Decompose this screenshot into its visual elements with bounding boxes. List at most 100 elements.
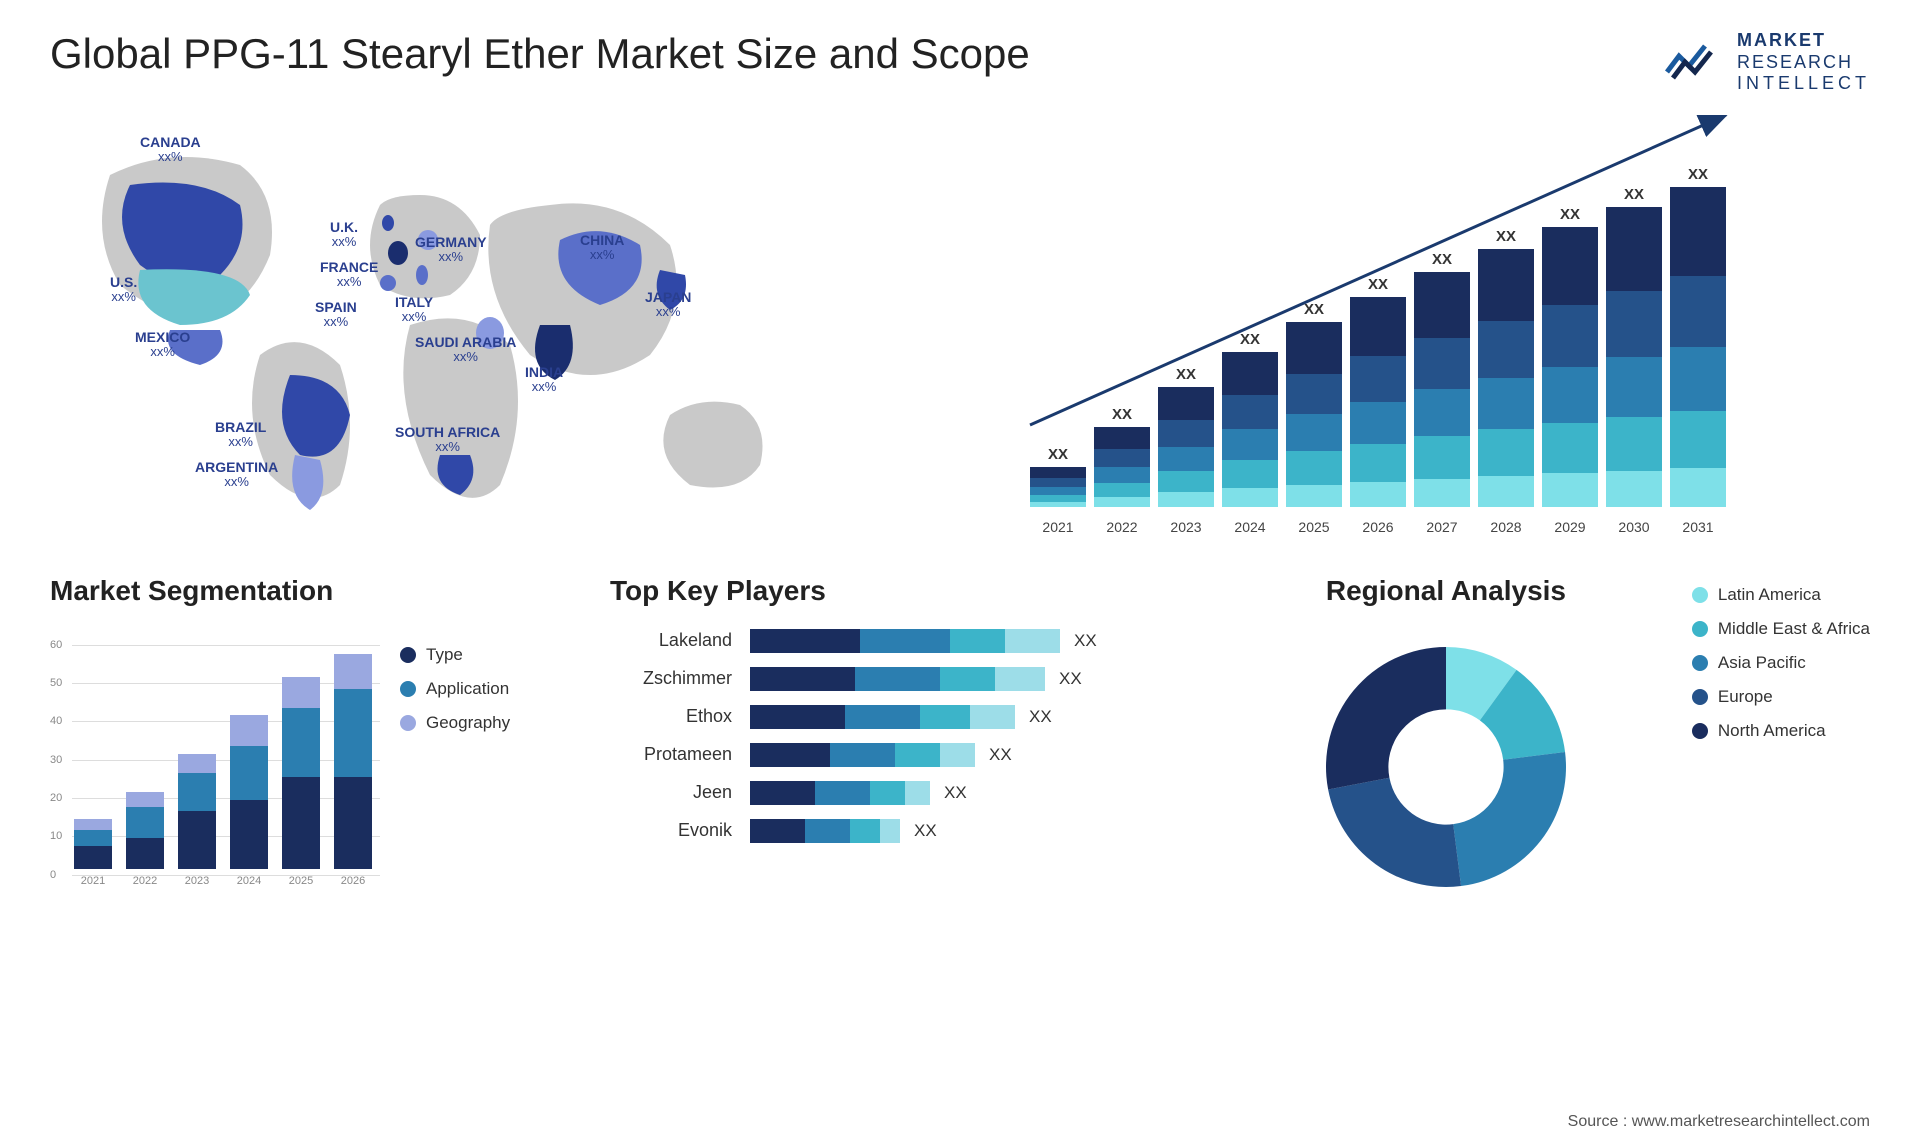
segmentation-title: Market Segmentation (50, 575, 570, 607)
map-label: JAPANxx% (645, 290, 691, 320)
regional-legend-item: Asia Pacific (1692, 653, 1870, 673)
growth-value-label: XX (1670, 166, 1726, 183)
seg-xlabel: 2023 (178, 875, 216, 887)
seg-ytick: 20 (50, 792, 62, 804)
map-label: SOUTH AFRICAxx% (395, 425, 500, 455)
kp-name: Lakeland (610, 630, 750, 651)
kp-bar (750, 705, 1015, 729)
kp-row: EvonikXX (610, 817, 1190, 845)
seg-xlabel: 2021 (74, 875, 112, 887)
seg-bar (334, 654, 372, 869)
segmentation-panel: Market Segmentation 01020304050602021202… (50, 575, 570, 907)
seg-bar (230, 715, 268, 868)
donut-slice (1453, 752, 1566, 886)
map-label: SAUDI ARABIAxx% (415, 335, 516, 365)
map-svg (50, 115, 970, 535)
growth-value-label: XX (1222, 331, 1278, 348)
header: Global PPG-11 Stearyl Ether Market Size … (50, 30, 1870, 95)
growth-year-label: 2021 (1030, 519, 1086, 535)
growth-value-label: XX (1158, 366, 1214, 383)
kp-row: ProtameenXX (610, 741, 1190, 769)
map-label: FRANCExx% (320, 260, 378, 290)
map-label: ARGENTINAxx% (195, 460, 278, 490)
kp-row: Zschimmer XX (610, 665, 1190, 693)
bottom-row: Market Segmentation 01020304050602021202… (50, 575, 1870, 907)
growth-bar (1670, 187, 1726, 507)
kp-value: XX (1074, 631, 1097, 651)
kp-name: Zschimmer (610, 668, 750, 689)
map-label: U.K.xx% (330, 220, 358, 250)
growth-value-label: XX (1606, 186, 1662, 203)
logo-text: MARKET RESEARCH INTELLECT (1737, 30, 1870, 95)
growth-value-label: XX (1542, 206, 1598, 223)
seg-xlabel: 2022 (126, 875, 164, 887)
brand-logo: MARKET RESEARCH INTELLECT (1665, 30, 1870, 95)
regional-donut (1306, 627, 1586, 907)
kp-row: Ethox XX (610, 703, 1190, 731)
kp-value: XX (989, 745, 1012, 765)
seg-xlabel: 2026 (334, 875, 372, 887)
seg-bar (126, 792, 164, 869)
map-label: U.S.xx% (110, 275, 137, 305)
growth-value-label: XX (1094, 406, 1150, 423)
seg-ytick: 10 (50, 830, 62, 842)
segmentation-legend: TypeApplicationGeography (400, 645, 510, 747)
kp-value: XX (1059, 669, 1082, 689)
seg-ytick: 30 (50, 754, 62, 766)
regional-legend-item: Latin America (1692, 585, 1870, 605)
growth-value-label: XX (1478, 228, 1534, 245)
kp-value: XX (1029, 707, 1052, 727)
kp-row: Lakeland XX (610, 627, 1190, 655)
seg-bar (178, 754, 216, 869)
growth-year-label: 2030 (1606, 519, 1662, 535)
top-row: CANADAxx%U.S.xx%MEXICOxx%BRAZILxx%ARGENT… (50, 115, 1870, 535)
source-label: Source : www.marketresearchintellect.com (1568, 1113, 1870, 1131)
growth-value-label: XX (1414, 251, 1470, 268)
regional-legend-item: Middle East & Africa (1692, 619, 1870, 639)
logo-icon (1665, 42, 1725, 82)
seg-ytick: 60 (50, 639, 62, 651)
seg-ytick: 0 (50, 869, 56, 881)
map-label: GERMANYxx% (415, 235, 487, 265)
growth-bar (1030, 467, 1086, 507)
page-title: Global PPG-11 Stearyl Ether Market Size … (50, 30, 1030, 78)
kp-bar (750, 743, 975, 767)
growth-bar (1222, 352, 1278, 507)
kp-name: Jeen (610, 782, 750, 803)
segmentation-chart: 0102030405060202120222023202420252026 (50, 627, 380, 887)
map-label: MEXICOxx% (135, 330, 190, 360)
kp-name: Ethox (610, 706, 750, 727)
growth-chart: 2021XX2022XX2023XX2024XX2025XX2026XX2027… (1010, 115, 1870, 535)
key-players-chart: LakelandXXZschimmerXXEthoxXXProtameenXXJ… (610, 627, 1190, 845)
seg-legend-item: Type (400, 645, 510, 665)
map-label: CANADAxx% (140, 135, 201, 165)
growth-value-label: XX (1286, 301, 1342, 318)
seg-xlabel: 2024 (230, 875, 268, 887)
growth-year-label: 2023 (1158, 519, 1214, 535)
regional-legend: Latin America Middle East & Africa Asia Pa… (1692, 575, 1870, 907)
seg-legend-item: Geography (400, 713, 510, 733)
regional-title: Regional Analysis (1230, 575, 1662, 607)
growth-year-label: 2022 (1094, 519, 1150, 535)
kp-value: XX (944, 783, 967, 803)
growth-bar (1158, 387, 1214, 507)
map-label: INDIAxx% (525, 365, 563, 395)
map-label: ITALYxx% (395, 295, 433, 325)
growth-year-label: 2025 (1286, 519, 1342, 535)
growth-value-label: XX (1350, 276, 1406, 293)
map-label: CHINAxx% (580, 233, 624, 263)
growth-bar (1350, 297, 1406, 507)
growth-year-label: 2024 (1222, 519, 1278, 535)
key-players-title: Top Key Players (610, 575, 1190, 607)
seg-bar (74, 819, 112, 869)
kp-bar (750, 629, 1060, 653)
growth-year-label: 2028 (1478, 519, 1534, 535)
growth-bar (1542, 227, 1598, 507)
growth-bar (1094, 427, 1150, 507)
world-map: CANADAxx%U.S.xx%MEXICOxx%BRAZILxx%ARGENT… (50, 115, 970, 535)
growth-year-label: 2026 (1350, 519, 1406, 535)
donut-slice (1326, 647, 1446, 789)
growth-bar (1414, 272, 1470, 507)
growth-value-label: XX (1030, 446, 1086, 463)
growth-year-label: 2031 (1670, 519, 1726, 535)
